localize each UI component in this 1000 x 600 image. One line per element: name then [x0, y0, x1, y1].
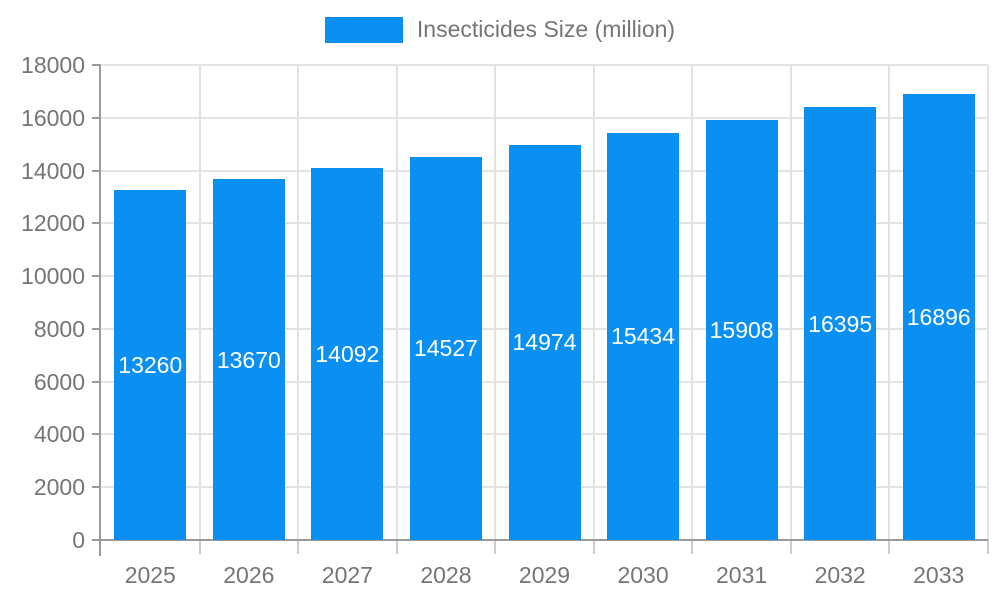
x-tick	[691, 540, 694, 554]
x-axis-label: 2032	[814, 562, 866, 588]
x-gridline	[789, 65, 792, 540]
x-tick	[888, 540, 891, 554]
bar-value-label: 13260	[118, 352, 183, 379]
y-tick	[92, 433, 101, 436]
x-tick	[789, 540, 792, 554]
legend[interactable]: Insecticides Size (million)	[0, 16, 1000, 43]
bar-value-label: 15434	[611, 323, 676, 350]
y-axis-label: 0	[72, 527, 85, 553]
x-axis-label: 2026	[223, 562, 275, 588]
bar-value-label: 16896	[906, 304, 971, 331]
x-axis-label: 2033	[913, 562, 965, 588]
x-gridline	[691, 65, 694, 540]
x-axis-label: 2028	[420, 562, 472, 588]
x-axis-label: 2027	[321, 562, 373, 588]
bar-2033[interactable]	[902, 94, 975, 540]
x-tick	[297, 540, 300, 554]
x-gridline	[494, 65, 497, 540]
x-tick	[494, 540, 497, 554]
y-axis-label: 10000	[21, 263, 85, 290]
x-gridline	[592, 65, 595, 540]
y-axis-label: 16000	[21, 104, 85, 131]
x-tick	[395, 540, 398, 554]
bar-2032[interactable]	[804, 107, 877, 540]
bar-value-label: 15908	[709, 317, 774, 344]
y-axis-label: 2000	[33, 474, 85, 501]
bar-value-label: 13670	[216, 346, 281, 373]
y-tick	[92, 380, 101, 383]
bar-value-label: 16395	[808, 310, 873, 337]
x-tick	[592, 540, 595, 554]
y-axis-label: 8000	[33, 315, 85, 342]
x-axis-label: 2025	[124, 562, 176, 588]
y-tick	[92, 275, 101, 278]
y-tick	[92, 222, 101, 225]
x-gridline	[395, 65, 398, 540]
y-axis-label: 6000	[33, 368, 85, 395]
bar-2025[interactable]	[114, 190, 187, 540]
y-axis-label: 14000	[21, 157, 85, 184]
bar-2029[interactable]	[508, 144, 581, 540]
bar-value-label: 14974	[512, 329, 577, 356]
y-tick	[92, 64, 101, 66]
x-gridline	[297, 65, 300, 540]
y-tick	[92, 116, 101, 119]
x-axis-label: 2030	[617, 562, 669, 588]
bar-2031[interactable]	[705, 120, 778, 540]
x-axis-label: 2029	[518, 562, 571, 588]
bar-2028[interactable]	[409, 156, 482, 540]
legend-swatch	[324, 16, 403, 43]
y-gridline	[101, 116, 988, 119]
bar-value-label: 14092	[315, 341, 380, 368]
bar-2026[interactable]	[212, 179, 285, 540]
y-axis-line	[99, 65, 101, 556]
x-gridline	[198, 65, 201, 540]
x-axis-line	[99, 539, 988, 541]
bar-2027[interactable]	[311, 168, 384, 540]
legend-label: Insecticides Size (million)	[416, 16, 676, 42]
x-gridline	[987, 65, 989, 540]
x-tick	[198, 540, 201, 554]
y-gridline	[101, 64, 988, 66]
x-gridline	[888, 65, 891, 540]
x-tick	[987, 540, 989, 554]
x-axis-label: 2031	[716, 562, 768, 588]
y-axis-label: 4000	[33, 421, 85, 448]
y-tick	[92, 539, 101, 541]
y-tick	[92, 327, 101, 330]
bar-2030[interactable]	[607, 132, 680, 540]
y-axis-label: 12000	[21, 210, 85, 237]
y-tick	[92, 169, 101, 172]
y-tick	[92, 486, 101, 489]
bar-value-label: 14527	[413, 335, 478, 362]
y-axis-label: 18000	[21, 52, 85, 78]
